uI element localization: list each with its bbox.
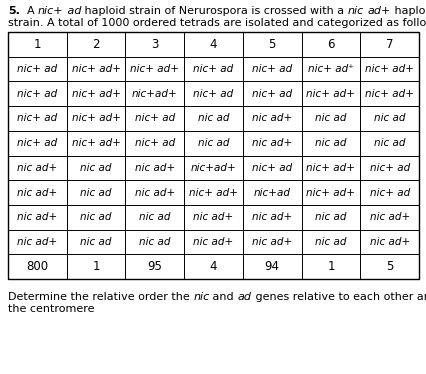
Text: nic ad+: nic ad+ — [251, 113, 292, 123]
Text: nic+ ad: nic+ ad — [251, 163, 292, 173]
Text: nic ad: nic ad — [197, 113, 229, 123]
Text: nic ad: nic ad — [80, 187, 112, 197]
Text: 5.: 5. — [8, 6, 20, 16]
Text: nic+ ad⁺: nic+ ad⁺ — [307, 64, 353, 74]
Text: 800: 800 — [26, 260, 48, 273]
Text: nic ad+: nic ad+ — [251, 237, 292, 247]
Text: nic+ ad+: nic+ ad+ — [306, 187, 354, 197]
Text: nic ad+: nic ad+ — [134, 187, 175, 197]
Text: nic+ad+: nic+ad+ — [132, 89, 177, 99]
Text: nic ad: nic ad — [314, 212, 346, 222]
Text: nic ad: nic ad — [314, 237, 346, 247]
Text: nic ad+: nic ad+ — [17, 212, 58, 222]
Text: strain. A total of 1000 ordered tetrads are isolated and categorized as follows:: strain. A total of 1000 ordered tetrads … — [8, 18, 426, 28]
Text: the centromere: the centromere — [8, 304, 94, 314]
Text: nic ad: nic ad — [373, 138, 404, 148]
Text: ad+: ad+ — [367, 6, 390, 16]
Text: nic ad: nic ad — [80, 163, 112, 173]
Text: nic+ ad: nic+ ad — [368, 163, 409, 173]
Text: nic+ad+: nic+ad+ — [190, 163, 236, 173]
Text: nic+ ad: nic+ ad — [193, 64, 233, 74]
Text: 1: 1 — [326, 260, 334, 273]
Text: nic ad: nic ad — [314, 138, 346, 148]
Text: genes relative to each other and to: genes relative to each other and to — [251, 292, 426, 302]
Text: nic+: nic+ — [38, 6, 63, 16]
Text: nic+ ad: nic+ ad — [17, 64, 58, 74]
Text: 4: 4 — [209, 260, 217, 273]
Text: 3: 3 — [151, 38, 158, 51]
Text: nic ad: nic ad — [80, 212, 112, 222]
Text: nic+ ad+: nic+ ad+ — [306, 89, 354, 99]
Text: nic+ ad+: nic+ ad+ — [72, 113, 120, 123]
Text: 2: 2 — [92, 38, 100, 51]
Text: nic ad+: nic ad+ — [17, 163, 58, 173]
Text: nic ad: nic ad — [314, 113, 346, 123]
Text: nic ad+: nic ad+ — [134, 163, 175, 173]
Text: nic+ ad: nic+ ad — [134, 138, 175, 148]
Text: nic+ ad: nic+ ad — [17, 113, 58, 123]
Text: nic ad: nic ad — [373, 113, 404, 123]
Text: nic: nic — [347, 6, 363, 16]
Text: 4: 4 — [209, 38, 217, 51]
Text: nic ad: nic ad — [197, 138, 229, 148]
Text: 7: 7 — [385, 38, 392, 51]
Text: 94: 94 — [264, 260, 279, 273]
Text: nic ad+: nic ad+ — [193, 237, 233, 247]
Text: Determine the relative order the: Determine the relative order the — [8, 292, 193, 302]
Text: nic ad+: nic ad+ — [251, 138, 292, 148]
Text: 1: 1 — [34, 38, 41, 51]
Text: nic ad+: nic ad+ — [17, 237, 58, 247]
Text: nic+ ad+: nic+ ad+ — [364, 64, 413, 74]
Text: haploid strain of Nerurospora is crossed with a: haploid strain of Nerurospora is crossed… — [81, 6, 347, 16]
Text: nic+ ad: nic+ ad — [193, 89, 233, 99]
Text: nic+ ad+: nic+ ad+ — [306, 163, 354, 173]
Text: nic ad+: nic ad+ — [193, 212, 233, 222]
Text: 95: 95 — [147, 260, 162, 273]
Text: nic+ ad+: nic+ ad+ — [72, 138, 120, 148]
Text: nic+ ad+: nic+ ad+ — [189, 187, 237, 197]
Text: nic ad+: nic ad+ — [251, 212, 292, 222]
Text: nic ad+: nic ad+ — [368, 212, 409, 222]
Text: nic: nic — [193, 292, 209, 302]
Text: nic+ ad: nic+ ad — [17, 138, 58, 148]
Text: nic+ ad+: nic+ ad+ — [364, 89, 413, 99]
Text: nic+ ad+: nic+ ad+ — [72, 89, 120, 99]
Text: and: and — [209, 292, 237, 302]
Text: 5: 5 — [385, 260, 392, 273]
Text: ad: ad — [237, 292, 251, 302]
Text: 1: 1 — [92, 260, 100, 273]
Text: nic+ad: nic+ad — [253, 187, 290, 197]
Text: nic+ ad: nic+ ad — [17, 89, 58, 99]
Text: haploid: haploid — [390, 6, 426, 16]
Text: nic+ ad: nic+ ad — [251, 64, 292, 74]
Text: A: A — [20, 6, 38, 16]
Text: nic+ ad+: nic+ ad+ — [72, 64, 120, 74]
Text: nic ad: nic ad — [80, 237, 112, 247]
Bar — [8, 32, 418, 279]
Text: nic ad: nic ad — [139, 212, 170, 222]
Text: 6: 6 — [326, 38, 334, 51]
Text: 5: 5 — [268, 38, 275, 51]
Text: ad: ad — [63, 6, 81, 16]
Text: nic+ ad: nic+ ad — [134, 113, 175, 123]
Text: nic+ ad: nic+ ad — [251, 89, 292, 99]
Text: nic ad: nic ad — [139, 237, 170, 247]
Text: nic+ ad: nic+ ad — [368, 187, 409, 197]
Text: nic ad+: nic ad+ — [17, 187, 58, 197]
Text: nic+ ad+: nic+ ad+ — [130, 64, 179, 74]
Text: nic ad+: nic ad+ — [368, 237, 409, 247]
